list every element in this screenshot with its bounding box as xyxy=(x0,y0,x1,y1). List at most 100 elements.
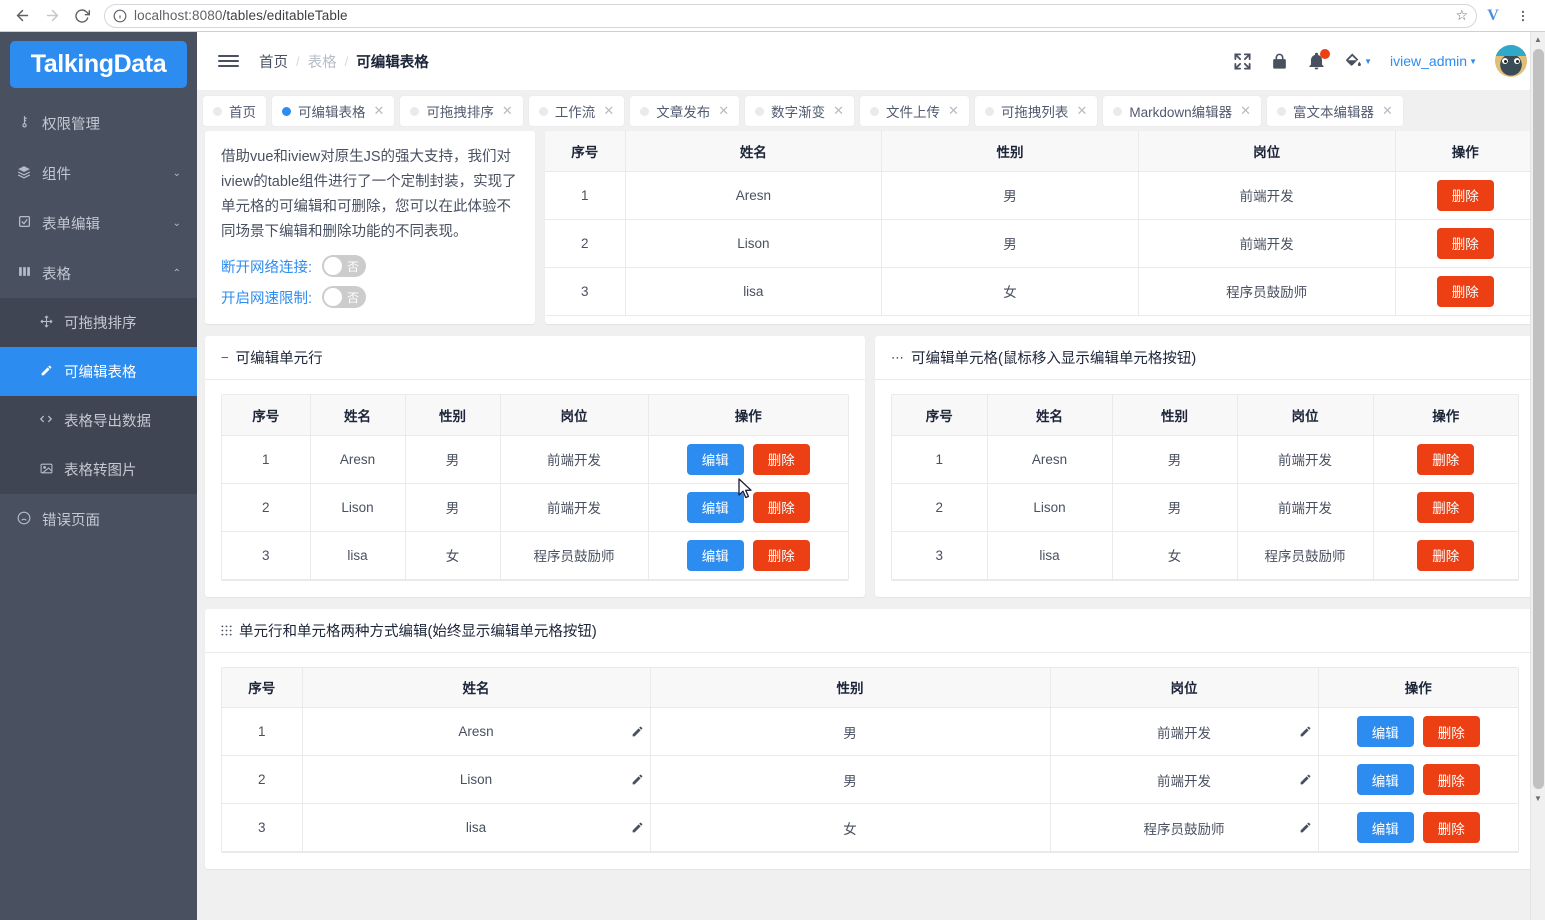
pencil-edit-icon[interactable] xyxy=(1299,773,1312,786)
sidebar-item-draggable-sort[interactable]: 可拖拽排序 xyxy=(0,298,197,347)
delete-button[interactable]: 删除 xyxy=(752,491,810,523)
edit-button[interactable]: 编辑 xyxy=(1356,716,1414,747)
editable-cell[interactable]: lisa xyxy=(303,820,650,835)
menu-toggle-icon[interactable] xyxy=(197,53,259,70)
pencil-edit-icon[interactable] xyxy=(631,821,644,834)
action-buttons: 删除 xyxy=(1396,275,1536,307)
pencil-edit-icon[interactable] xyxy=(1299,821,1312,834)
extension-icon[interactable]: V xyxy=(1487,6,1499,24)
table-row[interactable]: 3 lisa 女程序员鼓励师 删除 xyxy=(545,267,1536,316)
delete-button[interactable]: 删除 xyxy=(1417,491,1475,523)
table-row[interactable]: 2 Lison 男前端开发 编辑 删除 xyxy=(222,483,848,532)
delete-button[interactable]: 删除 xyxy=(752,539,810,571)
tab-item[interactable]: 富文本编辑器 ✕ xyxy=(1267,96,1403,126)
tab-close-icon[interactable]: ✕ xyxy=(948,103,959,118)
tab-item[interactable]: 工作流 ✕ xyxy=(528,96,625,126)
address-bar[interactable]: localhost:8080/tables/editableTable ☆ xyxy=(104,3,1477,28)
info-icon[interactable] xyxy=(113,9,127,23)
table-body: 1 Aresn 男前端开发 删除 2 Lison 男前端开发 删除 3 lisa 女程序员鼓励师 删除 xyxy=(892,435,1518,580)
scroll-down-arrow[interactable]: ▼ xyxy=(1534,794,1542,803)
tab-close-icon[interactable]: ✕ xyxy=(603,103,615,118)
editable-cell[interactable]: 程序员鼓励师 xyxy=(1051,818,1318,838)
table-row[interactable]: 1 Aresn 男前端开发 删除 xyxy=(892,435,1518,484)
notification-bell-icon[interactable] xyxy=(1307,48,1331,71)
editable-cell[interactable]: 前端开发 xyxy=(1051,722,1318,742)
table-row[interactable]: 2 Lison 男前端开发 编辑 删除 xyxy=(222,755,1518,804)
editable-cell[interactable]: 前端开发 xyxy=(1051,770,1318,790)
browser-menu-icon[interactable] xyxy=(1509,2,1537,30)
brand-logo[interactable]: TalkingData xyxy=(10,41,187,88)
delete-button[interactable]: 删除 xyxy=(1422,716,1480,747)
disconnect-network-toggle[interactable]: 否 xyxy=(322,255,367,277)
table-row[interactable]: 3 lisa 女程序员鼓励师 删除 xyxy=(892,531,1518,580)
page-scrollbar[interactable]: ▲ ▼ xyxy=(1530,32,1545,920)
edit-button[interactable]: 编辑 xyxy=(686,539,744,571)
sidebar-item-form-edit[interactable]: 表单编辑 ⌄ xyxy=(0,198,197,248)
delete-button[interactable]: 删除 xyxy=(1417,443,1475,475)
table-row[interactable]: 2 Lison 男前端开发 删除 xyxy=(545,219,1535,268)
tab-close-icon[interactable]: ✕ xyxy=(1076,103,1088,118)
table-header: 序号 姓名 性别 岗位 操作 xyxy=(222,667,1518,708)
theme-paint-icon[interactable]: ▼ xyxy=(1344,52,1372,70)
table-row[interactable]: 3 lisa 女程序员鼓励师 编辑 删除 xyxy=(222,531,848,580)
delete-button[interactable]: 删除 xyxy=(1422,764,1480,795)
pencil-edit-icon[interactable] xyxy=(631,773,644,786)
table-row[interactable]: 1 Aresn 男前端开发 编辑 删除 xyxy=(222,435,848,484)
table-row[interactable]: 2 Lison 男前端开发 删除 xyxy=(892,483,1518,532)
tab-close-icon[interactable]: ✕ xyxy=(1382,103,1393,118)
table-header: 序号 姓名 性别 岗位 操作 xyxy=(892,395,1518,436)
tab-item[interactable]: 可编辑表格 ✕ xyxy=(272,96,395,126)
edit-button[interactable]: 编辑 xyxy=(686,491,744,523)
sidebar-item-editable-table[interactable]: 可编辑表格 xyxy=(0,347,197,396)
sidebar-item-components[interactable]: 组件 ⌄ xyxy=(0,148,197,198)
tab-item[interactable]: 文章发布 ✕ xyxy=(630,96,740,126)
speed-limit-toggle[interactable]: 否 xyxy=(322,286,367,308)
tab-close-icon[interactable]: ✕ xyxy=(373,103,385,118)
delete-button[interactable]: 删除 xyxy=(752,443,810,475)
edit-button[interactable]: 编辑 xyxy=(1356,764,1414,795)
tab-close-icon[interactable]: ✕ xyxy=(718,103,730,118)
scroll-up-arrow[interactable]: ▲ xyxy=(1534,35,1542,44)
tab-item[interactable]: 可拖拽列表 ✕ xyxy=(974,96,1098,126)
lock-icon[interactable] xyxy=(1270,52,1289,71)
table-row[interactable]: 3 lisa 女程序员鼓励师 编辑 删除 xyxy=(222,803,1518,852)
delete-button[interactable]: 删除 xyxy=(1436,227,1494,259)
tab-close-icon[interactable]: ✕ xyxy=(1240,103,1252,118)
table-row[interactable]: 1 Aresn 男前端开发 删除 xyxy=(545,171,1535,220)
edit-button[interactable]: 编辑 xyxy=(1356,812,1414,843)
sidebar-item-export-data[interactable]: 表格导出数据 xyxy=(0,396,197,445)
edit-button[interactable]: 编辑 xyxy=(686,443,744,475)
tab-item[interactable]: 首页 xyxy=(203,96,266,126)
delete-button[interactable]: 删除 xyxy=(1436,275,1494,307)
sidebar-item-label: 可编辑表格 xyxy=(64,365,137,381)
editable-cell[interactable]: Lison xyxy=(303,772,650,787)
card-title: 可编辑单元格(鼠标移入显示编辑单元格按钮) xyxy=(911,351,1197,367)
tab-close-icon[interactable]: ✕ xyxy=(833,103,845,118)
tab-item[interactable]: 可拖拽排序 ✕ xyxy=(400,96,523,126)
tab-item[interactable]: 数字渐变 ✕ xyxy=(745,96,855,126)
delete-button[interactable]: 删除 xyxy=(1436,179,1494,211)
tab-item[interactable]: 文件上传 ✕ xyxy=(860,96,969,126)
sidebar-item-permissions[interactable]: 权限管理 xyxy=(0,98,197,148)
delete-button[interactable]: 删除 xyxy=(1422,812,1480,843)
pencil-edit-icon[interactable] xyxy=(631,725,644,738)
sidebar-item-error-page[interactable]: 错误页面 xyxy=(0,494,197,544)
avatar-hair xyxy=(1495,45,1527,56)
tab-close-icon[interactable]: ✕ xyxy=(501,103,513,118)
delete-button[interactable]: 删除 xyxy=(1417,539,1475,571)
reload-icon[interactable] xyxy=(68,2,96,30)
breadcrumb-item-tables[interactable]: 表格 xyxy=(307,54,337,71)
pencil-edit-icon[interactable] xyxy=(1299,725,1312,738)
table-row[interactable]: 1 Aresn 男前端开发 编辑 删除 xyxy=(222,707,1518,756)
sidebar-item-table-to-image[interactable]: 表格转图片 xyxy=(0,445,197,494)
tab-item[interactable]: Markdown编辑器 ✕ xyxy=(1103,96,1262,126)
fullscreen-icon[interactable] xyxy=(1233,52,1252,71)
bookmark-star-icon[interactable]: ☆ xyxy=(1455,7,1468,23)
avatar[interactable] xyxy=(1495,45,1527,77)
back-arrow-icon[interactable] xyxy=(8,2,36,30)
breadcrumb-item-home[interactable]: 首页 xyxy=(259,54,288,71)
editable-cell[interactable]: Aresn xyxy=(303,724,650,739)
user-menu-button[interactable]: iview_admin ▼ xyxy=(1390,53,1477,69)
scrollbar-thumb[interactable] xyxy=(1532,49,1544,789)
sidebar-item-tables[interactable]: 表格 ⌃ xyxy=(0,248,197,298)
